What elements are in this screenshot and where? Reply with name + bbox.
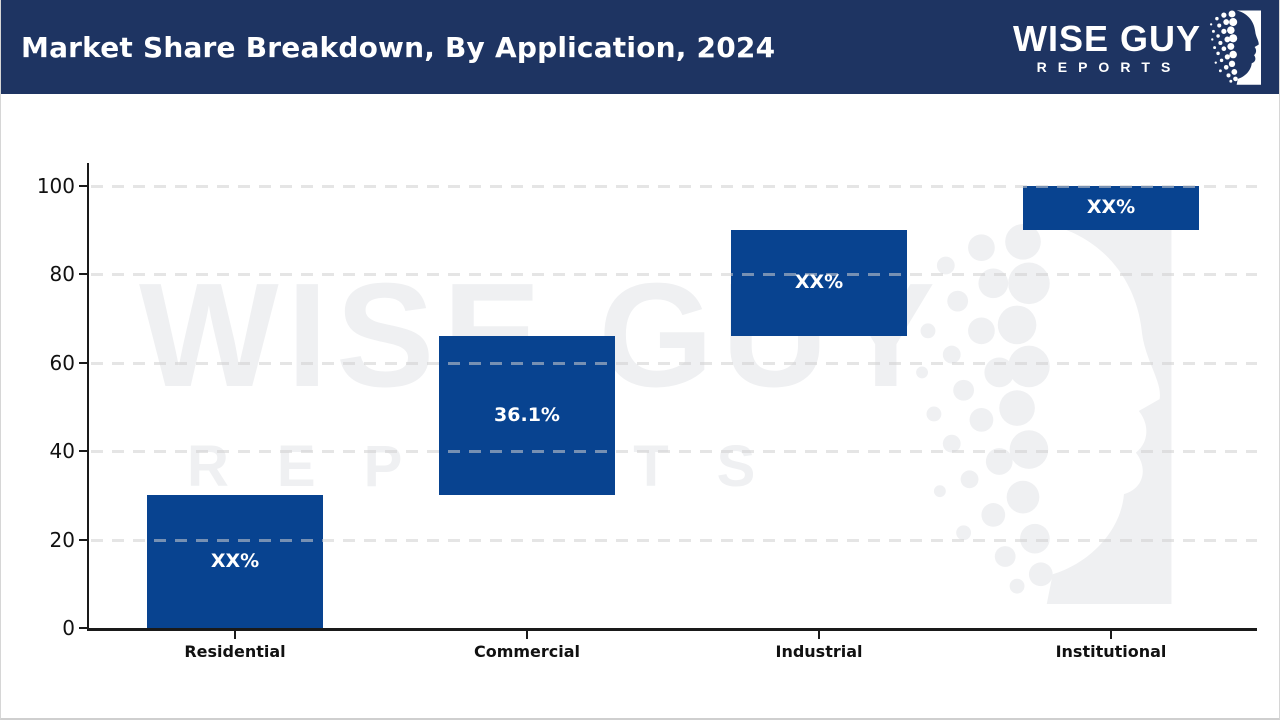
logo-wordmark-line2: REPORTS [1036,58,1182,75]
y-axis-tick-label: 80 [49,262,75,287]
bar-institutional [1023,186,1199,231]
gridline-60 [91,361,1257,365]
bar-residential [147,495,323,628]
bar-value-label: 36.1% [494,403,560,426]
x-axis-category-label: Commercial [473,642,581,661]
x-axis-tick-mark [1110,631,1112,639]
bar-industrial [731,230,907,336]
y-axis-tick-label: 100 [36,174,75,198]
x-axis-line [87,628,1257,631]
y-axis-line [87,163,89,631]
bar-value-label: XX% [794,271,844,294]
y-axis-tick-mark [79,185,87,187]
y-axis-tick-mark [79,627,87,629]
y-axis-tick-mark [79,361,87,364]
x-axis-tick-mark [818,631,820,639]
brand-logo: WISE GUY REPORTS [1013,9,1261,85]
logo-wordmark: WISE GUY REPORTS [1012,17,1201,75]
y-axis-tick-label: 40 [49,439,75,464]
bar-value-label: XX% [210,549,260,572]
y-axis-tick-mark [79,273,87,276]
bar-value-label: XX% [1086,196,1136,219]
chart-title: Market Share Breakdown, By Application, … [21,30,776,64]
y-axis-tick-label: 60 [49,350,75,375]
x-axis-tick-mark [234,631,236,639]
y-axis-tick-mark [79,450,87,453]
gridline-100 [91,185,1257,188]
gridline-20 [91,538,1257,542]
x-axis-tick-mark [526,631,528,639]
y-axis-tick-mark [79,538,87,541]
x-axis-category-label: Institutional [1055,642,1167,661]
gridline-80 [91,273,1257,277]
logo-wordmark-line1: WISE GUY [1012,17,1201,59]
y-axis-tick-label: 0 [62,616,75,640]
x-axis-category-label: Residential [184,642,286,661]
header-banner: Market Share Breakdown, By Application, … [1,0,1279,94]
x-axis-category-label: Industrial [775,642,863,661]
y-axis-tick-label: 20 [49,527,75,552]
wise-guy-head-icon [1203,9,1261,85]
gridline-40 [91,450,1257,454]
